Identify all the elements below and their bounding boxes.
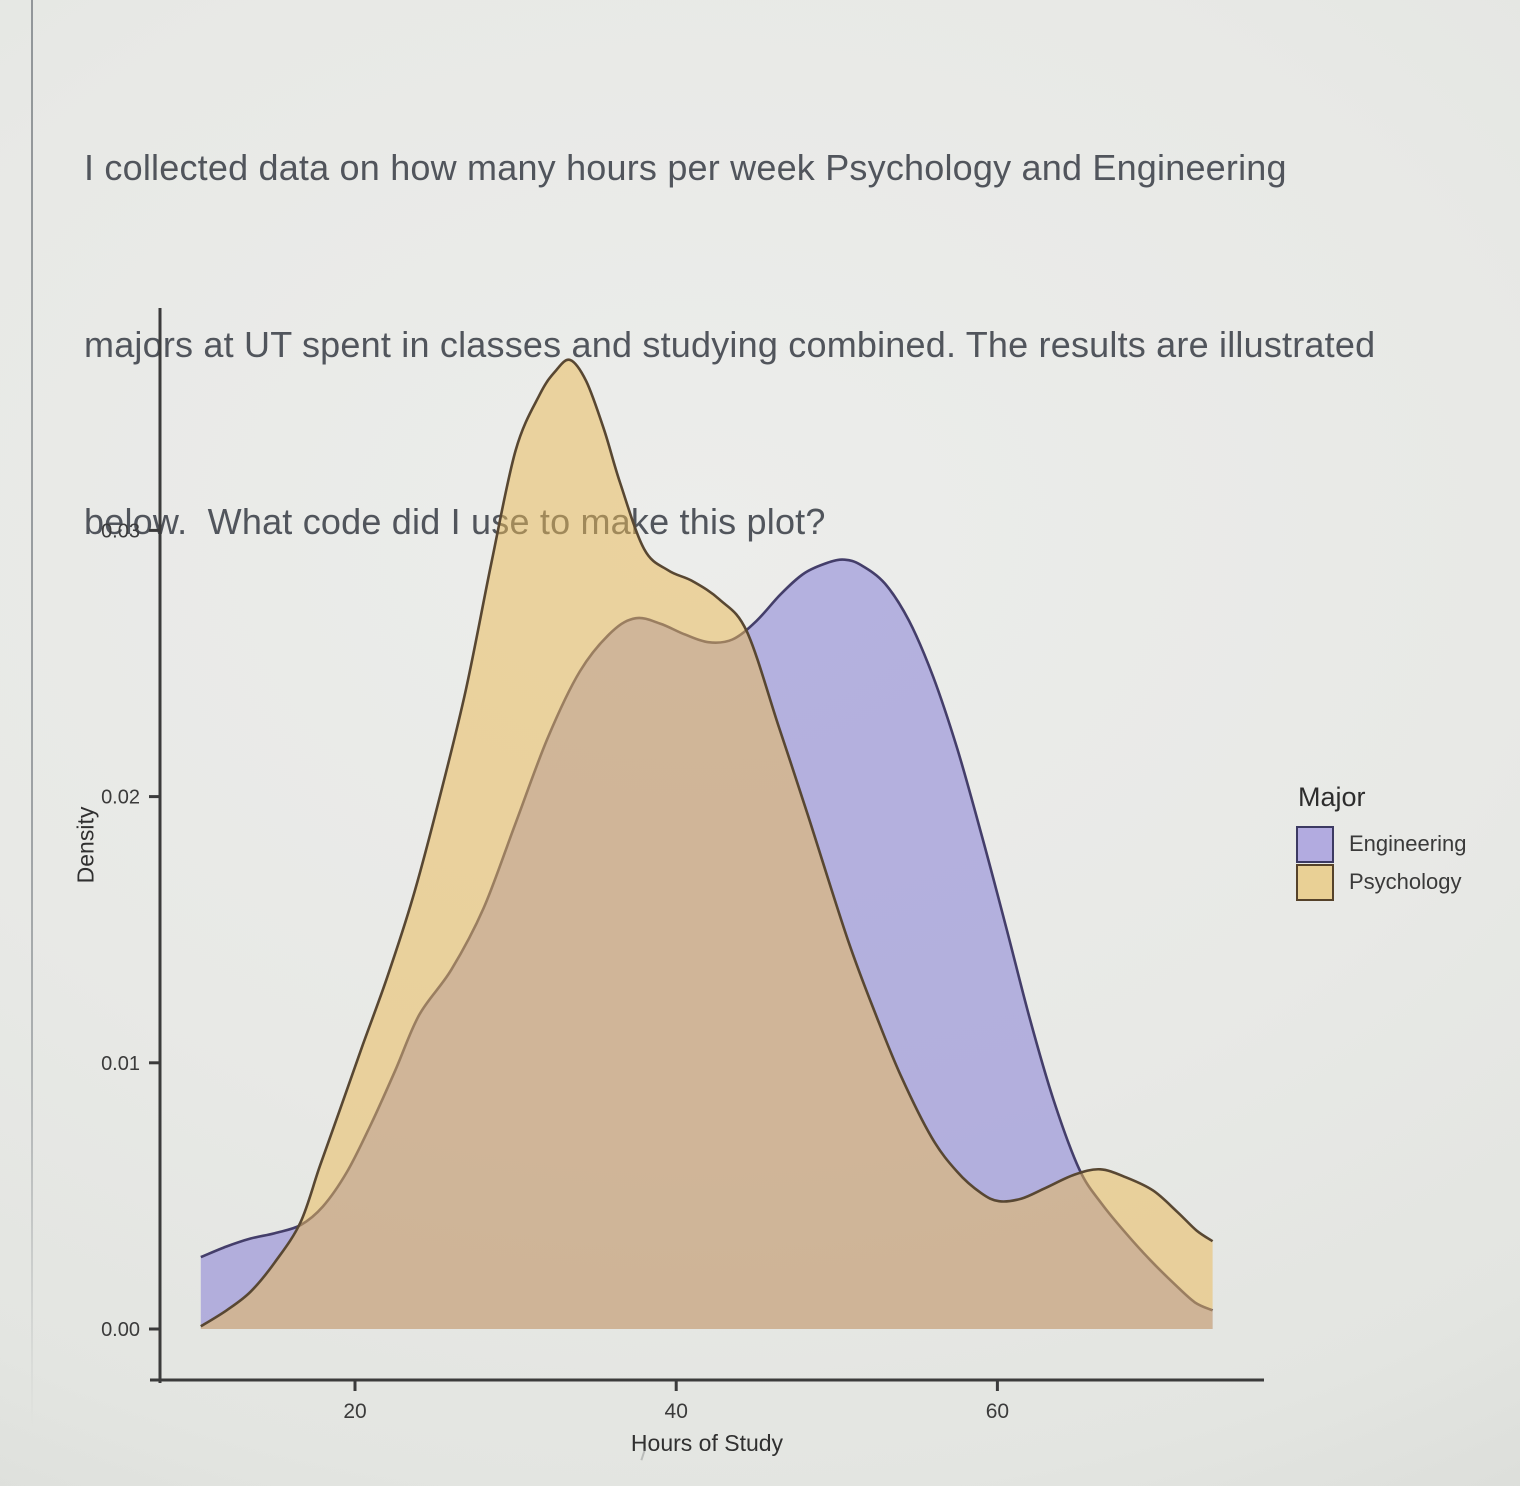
legend-entry-psychology: Psychology <box>1296 863 1466 901</box>
question-line-2: majors at UT spent in classes and studyi… <box>84 324 1376 365</box>
y-axis-title: Density <box>72 806 99 884</box>
legend-title: Major <box>1298 782 1366 812</box>
y-tick-label: 0.01 <box>101 1053 140 1075</box>
x-tick-label: 40 <box>665 1400 688 1423</box>
psychology-density-outline <box>200 358 1214 1328</box>
legend-label: Engineering <box>1349 831 1467 856</box>
y-tick-label: 0.03 <box>101 520 140 542</box>
y-tick-label: 0.00 <box>101 1319 140 1341</box>
question-line-1: I collected data on how many hours per w… <box>84 147 1287 188</box>
page-edge-line <box>31 0 33 1486</box>
x-tick-label: 20 <box>343 1400 366 1423</box>
legend-label: Psychology <box>1349 869 1462 894</box>
engineering-swatch-icon <box>1296 825 1334 863</box>
psychology-density-area <box>200 359 1213 1329</box>
question-text: I collected data on how many hours per w… <box>84 20 1375 669</box>
legend-entry-engineering: Engineering <box>1296 825 1466 863</box>
x-tick-label: 60 <box>986 1400 1009 1423</box>
legend: Major Engineering Psychology <box>1296 782 1466 901</box>
y-tick-label: 0.02 <box>101 787 140 809</box>
psychology-swatch-icon <box>1296 863 1334 901</box>
x-axis-title: Hours of Study <box>630 1430 784 1456</box>
